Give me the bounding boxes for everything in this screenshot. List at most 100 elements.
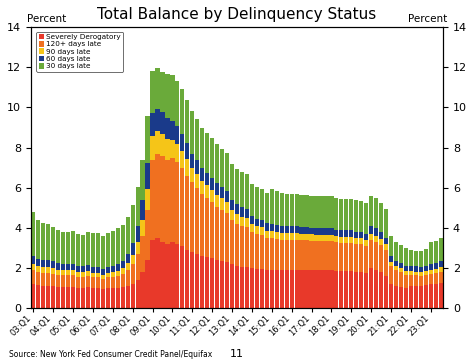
Bar — [106, 233, 110, 267]
Bar — [349, 230, 354, 237]
Bar — [399, 263, 403, 268]
Bar — [284, 270, 289, 308]
Bar — [384, 276, 388, 308]
Bar — [51, 286, 55, 308]
Bar — [205, 198, 210, 257]
Bar — [41, 260, 46, 267]
Bar — [369, 226, 373, 234]
Bar — [36, 266, 40, 272]
Bar — [419, 251, 423, 267]
Bar — [140, 236, 145, 272]
Bar — [61, 270, 65, 275]
Bar — [46, 224, 50, 260]
Bar — [324, 196, 328, 228]
Bar — [319, 270, 324, 308]
Bar — [434, 274, 438, 284]
Bar — [175, 144, 180, 162]
Bar — [274, 225, 279, 232]
Bar — [324, 228, 328, 234]
Bar — [81, 288, 85, 308]
Bar — [319, 234, 324, 241]
Bar — [71, 275, 75, 287]
Bar — [110, 231, 115, 266]
Bar — [428, 270, 433, 274]
Bar — [304, 270, 309, 308]
Bar — [409, 271, 413, 275]
Bar — [364, 203, 368, 234]
Bar — [399, 268, 403, 272]
Bar — [116, 276, 120, 288]
Bar — [46, 273, 50, 286]
Bar — [76, 266, 80, 272]
Bar — [170, 242, 174, 308]
Bar — [270, 238, 274, 270]
Bar — [369, 196, 373, 226]
Bar — [86, 265, 90, 271]
Bar — [160, 112, 164, 134]
Bar — [294, 194, 299, 226]
Bar — [359, 272, 364, 308]
Bar — [96, 288, 100, 308]
Bar — [314, 270, 319, 308]
Bar — [61, 232, 65, 264]
Bar — [130, 255, 135, 264]
Bar — [71, 287, 75, 308]
Bar — [110, 266, 115, 272]
Bar — [36, 219, 40, 258]
Bar — [339, 230, 344, 237]
Bar — [260, 220, 264, 227]
Bar — [344, 243, 348, 271]
Bar — [274, 232, 279, 239]
Bar — [81, 277, 85, 288]
Bar — [190, 182, 194, 252]
Bar — [290, 194, 294, 226]
Bar — [160, 73, 164, 112]
Bar — [220, 261, 224, 308]
Bar — [304, 240, 309, 270]
Bar — [404, 266, 408, 271]
Bar — [61, 264, 65, 270]
Bar — [120, 287, 125, 308]
Bar — [155, 131, 160, 154]
Bar — [290, 240, 294, 270]
Bar — [180, 150, 184, 168]
Bar — [359, 244, 364, 272]
Bar — [379, 239, 383, 245]
Bar — [310, 234, 314, 241]
Bar — [185, 159, 190, 176]
Bar — [304, 234, 309, 240]
Bar — [294, 226, 299, 233]
Bar — [91, 278, 95, 288]
Bar — [394, 286, 398, 308]
Bar — [364, 246, 368, 273]
Bar — [175, 244, 180, 308]
Bar — [180, 89, 184, 134]
Bar — [136, 280, 140, 308]
Bar — [369, 234, 373, 240]
Bar — [379, 245, 383, 272]
Bar — [349, 237, 354, 243]
Bar — [310, 228, 314, 234]
Bar — [235, 224, 239, 266]
Bar — [428, 284, 433, 308]
Bar — [300, 227, 304, 234]
Bar — [314, 196, 319, 228]
Bar — [314, 228, 319, 234]
Bar — [210, 137, 214, 178]
Bar — [146, 188, 150, 210]
Bar — [419, 267, 423, 272]
Bar — [205, 173, 210, 185]
Bar — [369, 268, 373, 308]
Bar — [76, 277, 80, 288]
Bar — [31, 212, 36, 256]
Bar — [339, 237, 344, 243]
Bar — [419, 286, 423, 308]
Bar — [225, 153, 229, 191]
Bar — [96, 267, 100, 273]
Bar — [180, 134, 184, 150]
Bar — [81, 266, 85, 272]
Bar — [170, 140, 174, 158]
Bar — [374, 270, 378, 308]
Bar — [230, 164, 234, 200]
Bar — [86, 271, 90, 276]
